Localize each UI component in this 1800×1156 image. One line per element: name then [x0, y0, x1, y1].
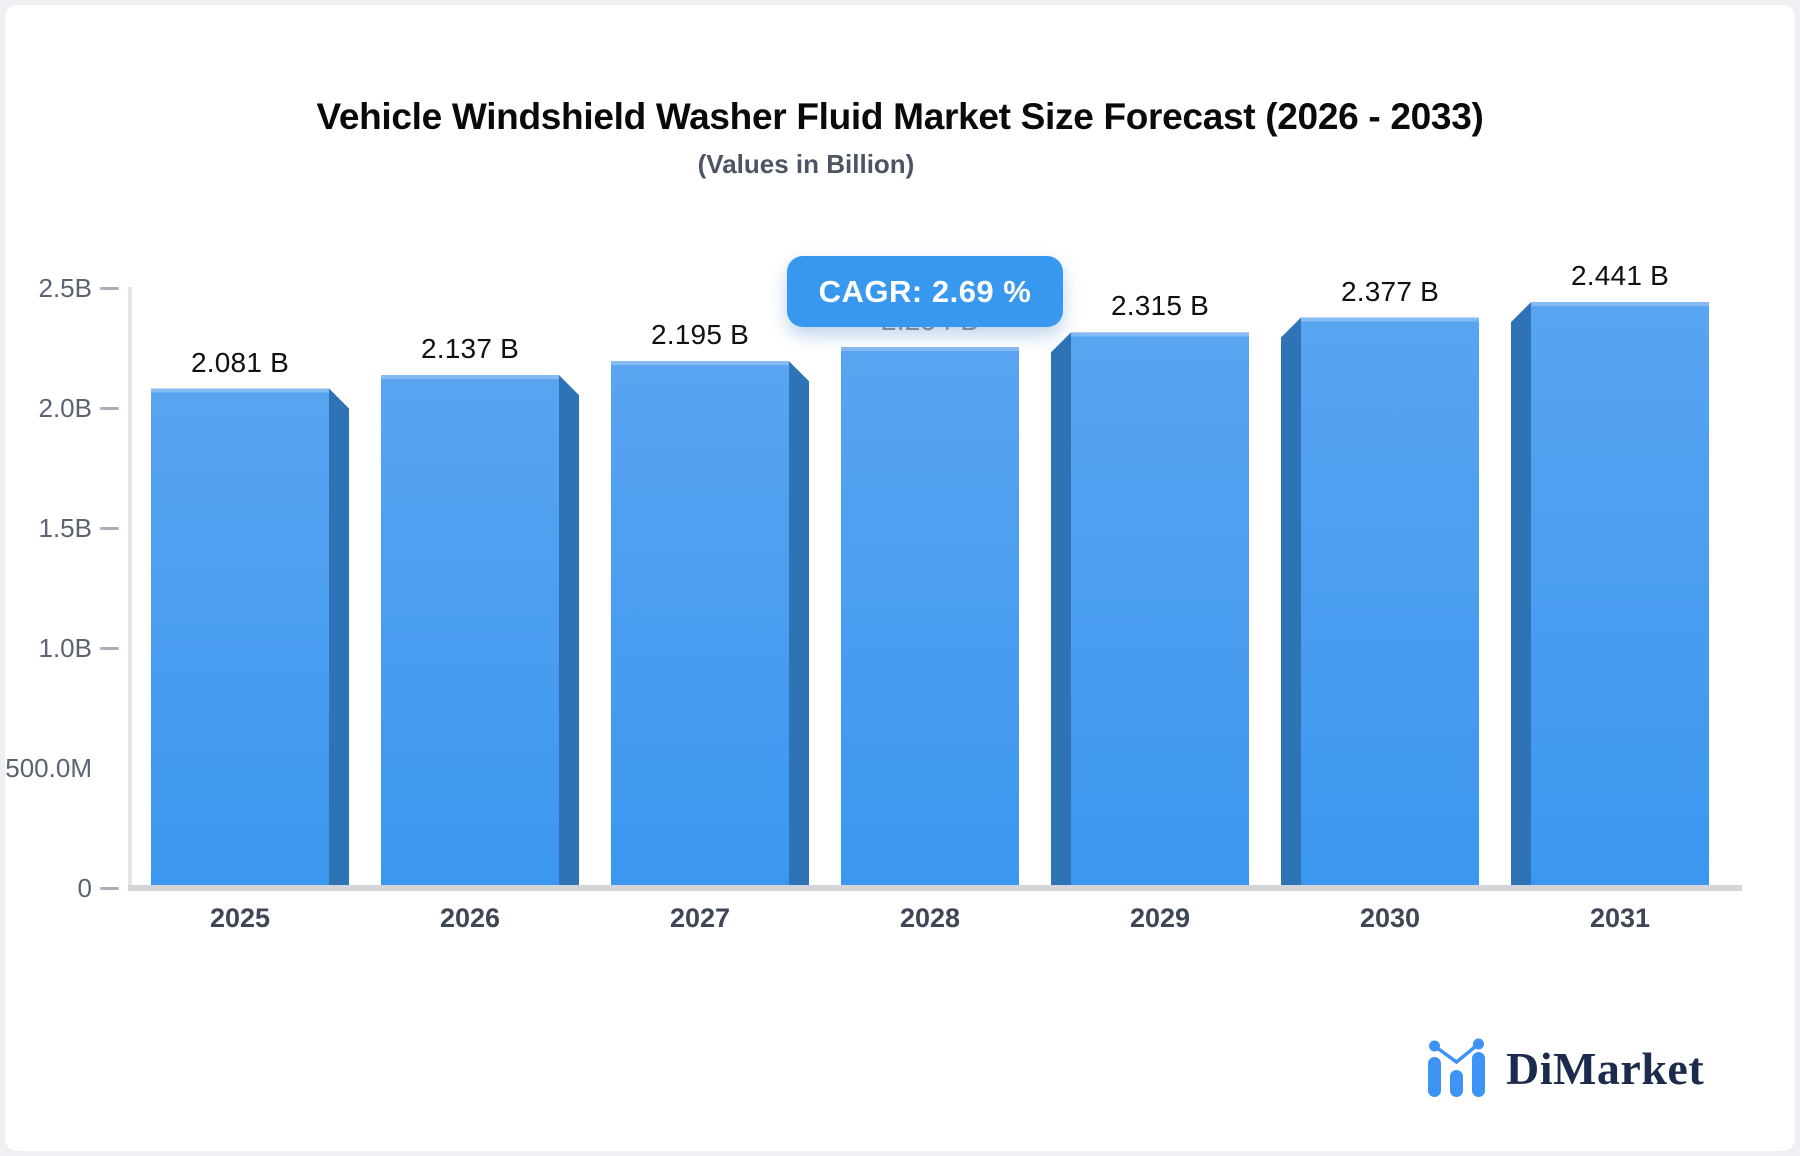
bar-2026[interactable] [381, 375, 579, 886]
bar-top-edge [151, 388, 329, 393]
bar-side-face [329, 388, 349, 886]
y-axis-label-1.0B: 1.0B [38, 633, 93, 663]
x-axis-label-2027: 2027 [669, 903, 731, 933]
x-axis-label-2031: 2031 [1589, 903, 1651, 933]
x-axis-label-2029: 2029 [1129, 903, 1191, 933]
chart-subtitle: (Values in Billion) [697, 149, 915, 179]
bar-2025[interactable] [151, 388, 349, 886]
bar-2027[interactable] [611, 361, 809, 886]
x-axis-label-2026: 2026 [439, 903, 501, 933]
bar-side-face [1051, 332, 1071, 886]
y-axis-tick [100, 646, 119, 650]
bar-value-label-2030: 2.377 B [1341, 275, 1439, 307]
bar-value-label-2026: 2.137 B [421, 333, 519, 365]
bar-2028[interactable] [841, 347, 1019, 886]
x-axis-label-2030: 2030 [1359, 903, 1421, 933]
bar-front-face [381, 375, 559, 886]
y-axis-tick [100, 286, 119, 290]
bar-front-face [611, 361, 789, 886]
bar-top-edge [611, 361, 789, 366]
bar-front-face [1301, 317, 1479, 886]
bar-side-face [1281, 317, 1301, 886]
bar-top-edge [381, 375, 559, 380]
bar-value-label-2031: 2.441 B [1571, 260, 1669, 292]
bar-top-edge [1531, 302, 1709, 307]
dimarket-logo-icon [1428, 1038, 1485, 1097]
bar-side-face [789, 361, 809, 886]
bar-2029[interactable] [1051, 332, 1249, 886]
dimarket-logo: DiMarket [1424, 1036, 1704, 1102]
y-axis-tick [100, 406, 119, 410]
bar-side-face [559, 375, 579, 886]
bar-front-face [1071, 332, 1249, 886]
y-axis-label-1.5B: 1.5B [38, 513, 93, 543]
x-axis-label-2025: 2025 [209, 903, 271, 933]
y-axis-line [128, 287, 132, 888]
bar-value-label-2029: 2.315 B [1111, 290, 1209, 322]
bar-2031[interactable] [1511, 302, 1709, 886]
y-axis-label-2.0B: 2.0B [38, 393, 93, 423]
bar-front-face [151, 388, 329, 886]
x-axis-label-2028: 2028 [899, 903, 961, 933]
dimarket-logo-text: DiMarket [1506, 1043, 1705, 1094]
bar-top-edge [841, 347, 1019, 352]
y-axis-label-0: 0 [77, 873, 92, 903]
bar-2030[interactable] [1281, 317, 1479, 886]
bar-front-face [841, 347, 1019, 886]
chart-card: Vehicle Windshield Washer Fluid Market S… [5, 5, 1795, 1151]
y-axis-label-2.5B: 2.5B [38, 273, 93, 303]
y-axis-tick [100, 526, 119, 530]
y-axis-label-500.0M: 500.0M [5, 753, 92, 783]
bar-front-face [1531, 302, 1709, 886]
bar-top-edge [1301, 317, 1479, 322]
cagr-badge: CAGR: 2.69 % [787, 256, 1063, 327]
chart-title: Vehicle Windshield Washer Fluid Market S… [316, 96, 1484, 137]
y-axis-tick [100, 886, 119, 890]
bar-value-label-2025: 2.081 B [191, 346, 289, 378]
bar-side-face [1511, 302, 1531, 886]
bar-top-edge [1071, 332, 1249, 337]
x-axis-baseline [128, 885, 1742, 891]
bar-value-label-2027: 2.195 B [651, 319, 749, 351]
